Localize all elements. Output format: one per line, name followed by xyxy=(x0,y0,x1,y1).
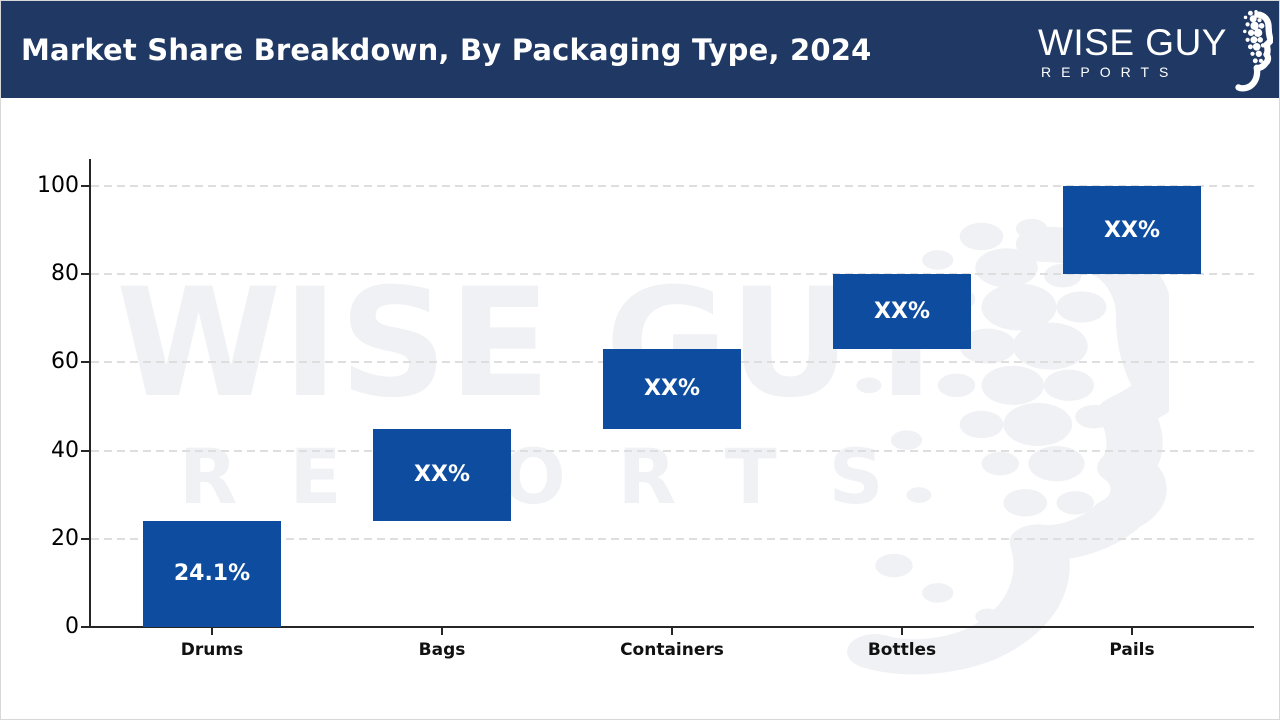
gridline-y-100 xyxy=(91,185,1254,187)
category-label-containers: Containers xyxy=(620,640,724,660)
category-label-bottles: Bottles xyxy=(867,640,937,660)
y-tick-label-60: 60 xyxy=(51,349,79,375)
x-tick-pails xyxy=(1131,628,1133,635)
bar-value-label-drums: 24.1% xyxy=(173,561,251,587)
y-tick-label-80: 80 xyxy=(51,261,79,287)
x-tick-containers xyxy=(671,628,673,635)
y-tick-0 xyxy=(81,626,89,628)
category-label-bags: Bags xyxy=(418,640,466,660)
y-tick-label-100: 100 xyxy=(37,173,79,198)
watermark-brand-name: WISE GUY xyxy=(116,257,962,431)
category-label-pails: Pails xyxy=(1109,640,1155,660)
brand-head-icon xyxy=(1235,10,1273,92)
y-tick-40 xyxy=(81,449,89,452)
bar-bottles: XX% xyxy=(833,274,971,350)
y-tick-20 xyxy=(81,537,89,540)
gridline-y-40 xyxy=(91,449,1254,452)
bar-drums: 24.1% xyxy=(143,520,281,627)
brand-logo: WISE GUY REPORTS xyxy=(1038,7,1273,95)
bar-value-label-containers: XX% xyxy=(644,376,700,402)
y-tick-label-0: 0 xyxy=(65,614,79,639)
bar-value-label-bottles: XX% xyxy=(874,299,930,325)
y-tick-60 xyxy=(81,361,89,364)
brand-logo-text: WISE GUY REPORTS xyxy=(1038,24,1227,79)
gridline-y-20 xyxy=(91,537,1254,540)
bar-value-label-bags: XX% xyxy=(414,462,470,488)
x-axis-line xyxy=(89,626,1254,628)
bar-bags: XX% xyxy=(373,428,511,521)
y-axis-line xyxy=(89,159,91,628)
x-tick-bags xyxy=(441,628,443,635)
bar-containers: XX% xyxy=(603,349,741,429)
y-tick-label-20: 20 xyxy=(51,525,79,551)
brand-subtitle: REPORTS xyxy=(1040,63,1179,80)
x-tick-drums xyxy=(211,628,213,635)
page-title: Market Share Breakdown, By Packaging Typ… xyxy=(21,32,872,67)
category-label-drums: Drums xyxy=(180,640,244,660)
x-tick-bottles xyxy=(901,628,903,635)
y-tick-label-40: 40 xyxy=(51,437,79,463)
bar-pails: XX% xyxy=(1063,186,1201,275)
gridline-y-80 xyxy=(91,273,1254,276)
bar-value-label-pails: XX% xyxy=(1104,217,1160,243)
header-bar: Market Share Breakdown, By Packaging Typ… xyxy=(1,1,1279,98)
y-tick-100 xyxy=(81,185,89,187)
y-tick-80 xyxy=(81,273,89,276)
brand-name: WISE GUY xyxy=(1037,21,1227,63)
